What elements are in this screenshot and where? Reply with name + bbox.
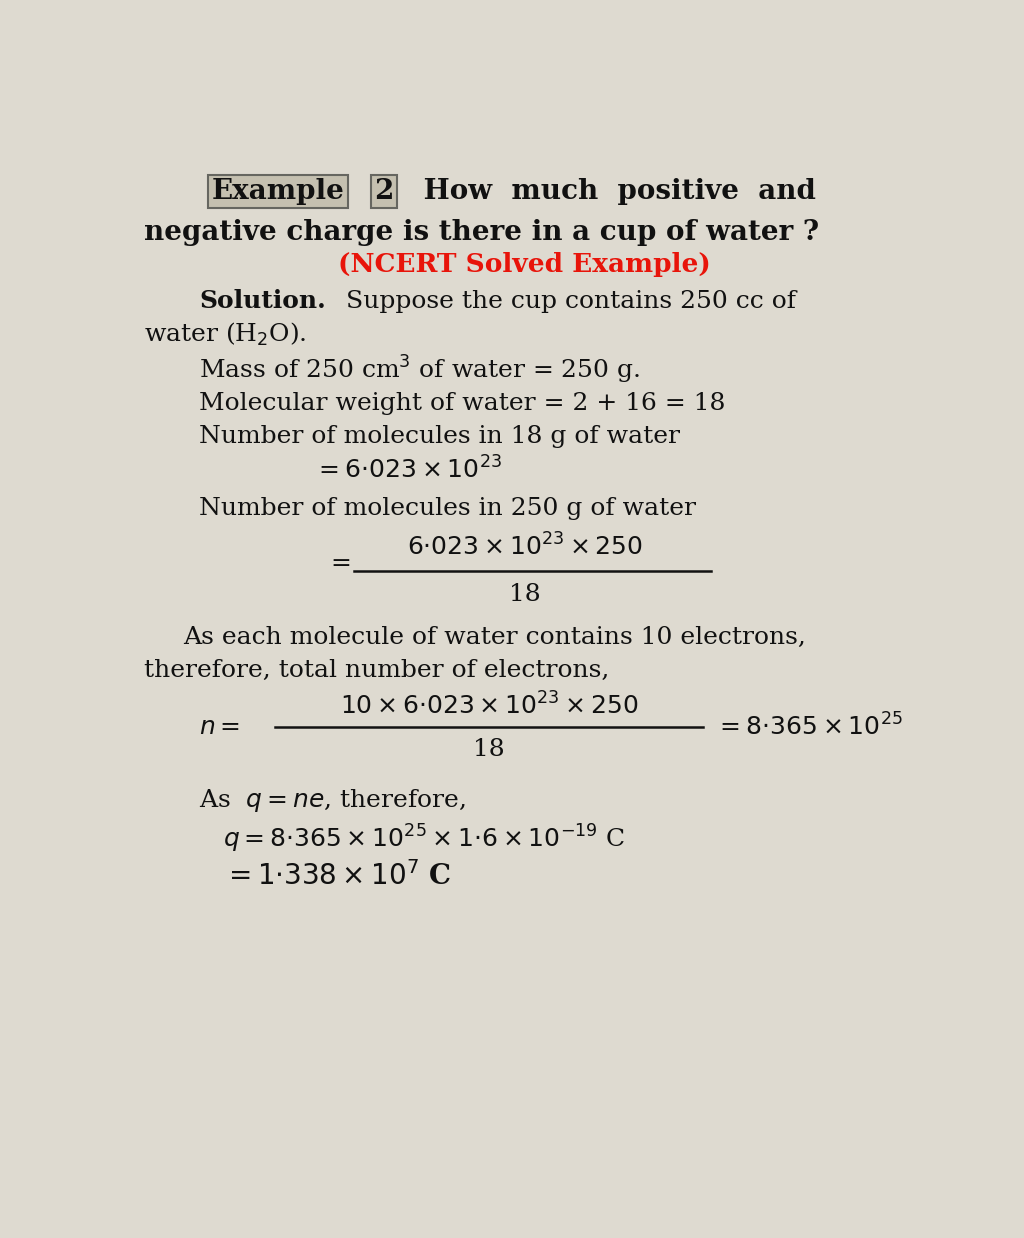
Text: $q = 8{\cdot}365 \times 10^{25} \times 1{\cdot}6 \times 10^{-19}$ C: $q = 8{\cdot}365 \times 10^{25} \times 1…	[223, 822, 626, 854]
Text: $10 \times 6{\cdot}023 \times 10^{23} \times 250$: $10 \times 6{\cdot}023 \times 10^{23} \t…	[340, 692, 638, 719]
Text: Solution.: Solution.	[200, 290, 327, 313]
Text: water (H$_2$O).: water (H$_2$O).	[143, 321, 306, 348]
Text: $n =$: $n =$	[200, 716, 241, 739]
Text: As  $q = ne$, therefore,: As $q = ne$, therefore,	[200, 787, 466, 815]
Text: (NCERT Solved Example): (NCERT Solved Example)	[338, 253, 712, 277]
Text: Example: Example	[211, 178, 344, 206]
Text: Number of molecules in 250 g of water: Number of molecules in 250 g of water	[200, 498, 696, 520]
Text: Number of molecules in 18 g of water: Number of molecules in 18 g of water	[200, 425, 680, 448]
Text: therefore, total number of electrons,: therefore, total number of electrons,	[143, 660, 609, 682]
Text: As each molecule of water contains 10 electrons,: As each molecule of water contains 10 el…	[183, 626, 807, 649]
Text: 2: 2	[374, 178, 393, 206]
Text: $= 6{\cdot}023 \times 10^{23}$: $= 6{\cdot}023 \times 10^{23}$	[314, 457, 503, 483]
Text: $= 1{\cdot}338 \times 10^{7}$ C: $= 1{\cdot}338 \times 10^{7}$ C	[223, 860, 452, 891]
Text: How  much  positive  and: How much positive and	[414, 178, 815, 206]
Text: 18: 18	[509, 583, 541, 607]
Text: negative charge is there in a cup of water ?: negative charge is there in a cup of wat…	[143, 219, 819, 246]
Text: 18: 18	[473, 738, 505, 760]
Text: =: =	[331, 552, 351, 574]
Text: Molecular weight of water = 2 + 16 = 18: Molecular weight of water = 2 + 16 = 18	[200, 391, 726, 415]
Text: Mass of 250 cm$^3$ of water = 250 g.: Mass of 250 cm$^3$ of water = 250 g.	[200, 354, 641, 386]
Text: $6{\cdot}023 \times 10^{23} \times 250$: $6{\cdot}023 \times 10^{23} \times 250$	[407, 534, 643, 561]
Text: $= 8{\cdot}365 \times 10^{25}$: $= 8{\cdot}365 \times 10^{25}$	[715, 713, 903, 740]
Text: Suppose the cup contains 250 cc of: Suppose the cup contains 250 cc of	[338, 290, 797, 312]
